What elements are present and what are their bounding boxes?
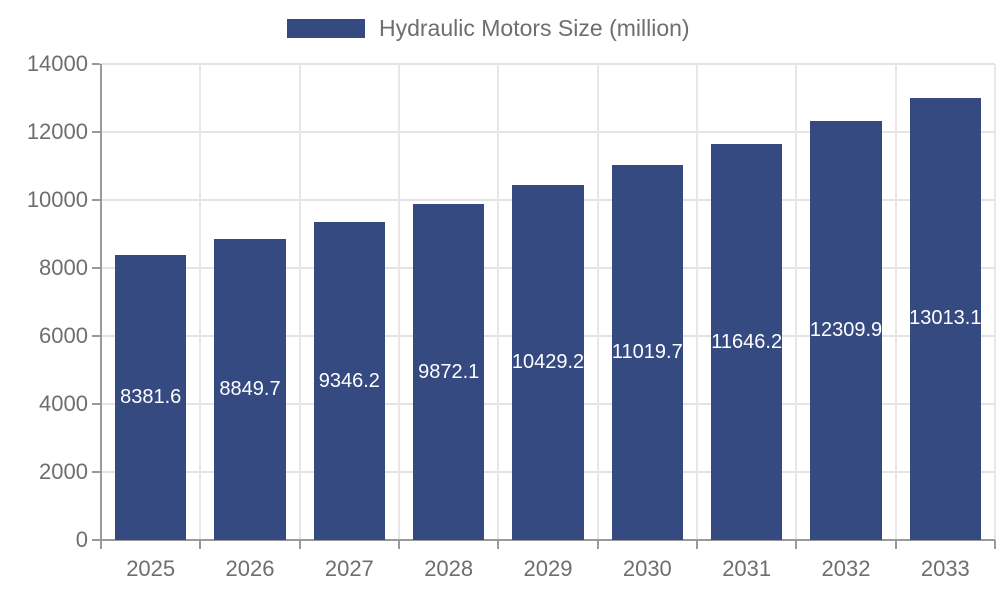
x-axis-label: 2031	[722, 556, 772, 581]
legend-swatch	[287, 19, 365, 38]
bar-value-label: 13013.1	[909, 307, 982, 330]
x-axis-tick	[398, 540, 400, 549]
legend-label: Hydraulic Motors Size (million)	[379, 15, 690, 41]
grid-line-vertical	[497, 64, 500, 540]
bar-2033[interactable]: 13013.1	[909, 97, 982, 540]
x-axis-label: 2030	[622, 556, 672, 581]
bar-2031[interactable]: 11646.2	[710, 144, 783, 540]
bar-2028[interactable]: 9872.1	[412, 204, 485, 540]
bar-value-label: 8381.6	[120, 386, 182, 408]
x-axis-tick	[894, 540, 897, 549]
y-axis-label: 12000	[26, 119, 88, 144]
x-axis-label: 2026	[225, 556, 275, 581]
grid-line-vertical	[795, 64, 798, 540]
x-axis-line	[100, 539, 995, 541]
bar-value-label: 9872.1	[418, 360, 480, 383]
x-axis-tick	[994, 540, 996, 549]
y-axis-label: 8000	[39, 255, 88, 280]
x-axis-tick	[696, 540, 698, 549]
grid-line-vertical	[994, 64, 996, 540]
x-axis-tick	[100, 540, 102, 549]
x-axis-tick	[298, 540, 301, 549]
x-axis-label: 2025	[126, 556, 176, 581]
y-axis-tick	[92, 131, 100, 133]
x-axis-tick	[596, 540, 599, 549]
grid-line-vertical	[298, 64, 301, 540]
x-axis-label: 2032	[821, 556, 871, 581]
y-axis-tick	[92, 267, 100, 269]
bar-value-label: 11019.7	[611, 341, 683, 364]
x-axis-label: 2027	[324, 556, 374, 581]
bar-2032[interactable]: 12309.9	[810, 121, 882, 540]
bar-2025[interactable]: 8381.6	[114, 255, 187, 540]
bar-value-label: 9346.2	[318, 369, 380, 392]
bar-2027[interactable]: 9346.2	[313, 222, 386, 540]
y-axis-tick	[92, 335, 100, 337]
bar-value-label: 12309.9	[809, 319, 883, 342]
x-axis-tick	[497, 540, 500, 549]
bar-value-label: 10429.2	[511, 351, 585, 374]
grid-line-vertical	[199, 64, 202, 540]
x-axis-tick	[199, 540, 202, 549]
y-axis-tick	[92, 471, 100, 473]
bar-value-label: 11646.2	[711, 330, 783, 353]
y-axis-tick	[92, 199, 100, 201]
bar-2029[interactable]: 10429.2	[512, 185, 584, 540]
legend-item[interactable]: Hydraulic Motors Size (million)	[287, 15, 690, 42]
y-axis-line	[100, 64, 102, 540]
grid-line-horizontal	[101, 63, 995, 65]
y-axis-label: 0	[75, 527, 88, 552]
y-axis-label: 10000	[26, 187, 88, 212]
bar-2030[interactable]: 11019.7	[611, 165, 684, 540]
y-axis-label: 14000	[26, 51, 88, 76]
y-axis-tick	[92, 63, 100, 65]
x-axis-label: 2029	[523, 556, 573, 581]
x-axis-label: 2028	[424, 556, 474, 581]
y-axis-label: 2000	[39, 459, 88, 484]
x-axis-label: 2033	[920, 556, 970, 581]
grid-line-vertical	[696, 64, 698, 540]
y-axis-tick	[92, 539, 100, 541]
grid-line-vertical	[398, 64, 400, 540]
bar-value-label: 8849.7	[219, 378, 281, 401]
bar-2026[interactable]: 8849.7	[214, 239, 286, 540]
grid-line-vertical	[596, 64, 599, 540]
y-axis-label: 6000	[39, 323, 88, 348]
y-axis-tick	[92, 403, 100, 405]
grid-line-horizontal	[101, 131, 995, 133]
y-axis-label: 4000	[39, 391, 88, 416]
grid-line-vertical	[894, 64, 897, 540]
x-axis-tick	[795, 540, 798, 549]
